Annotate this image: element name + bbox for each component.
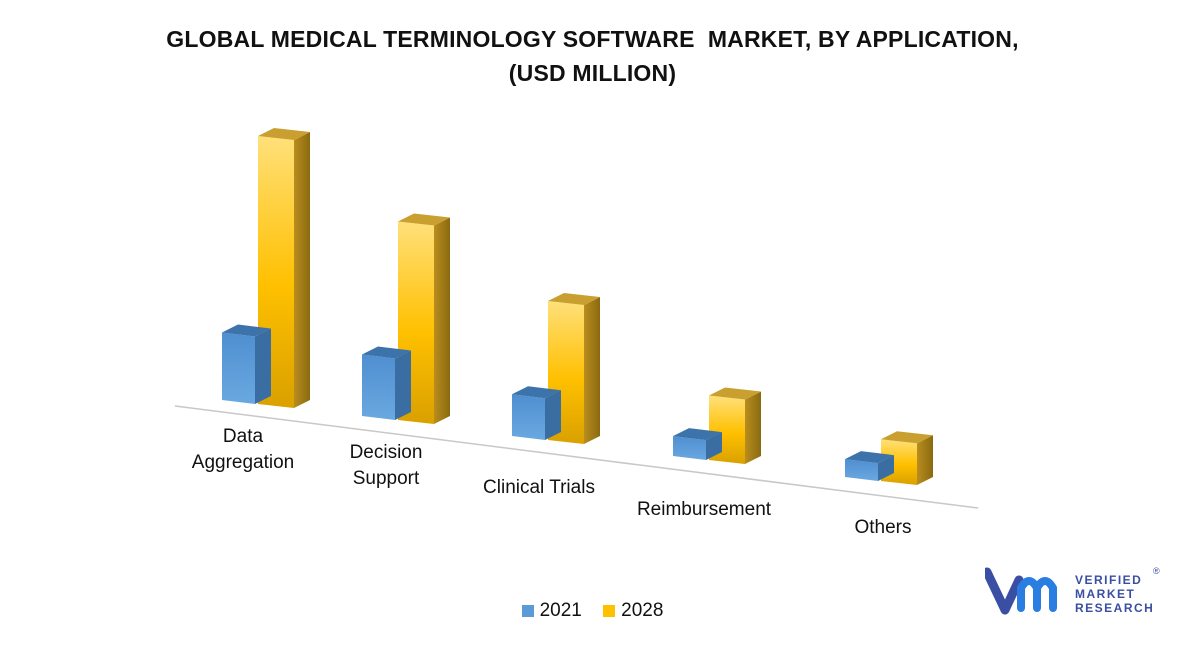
bar-2021-4 bbox=[845, 451, 894, 481]
bar-front bbox=[512, 394, 545, 440]
bar-top bbox=[548, 293, 600, 306]
bar-side bbox=[584, 297, 600, 444]
category-label-1: Decision Support bbox=[350, 442, 423, 489]
bar-2021-0 bbox=[222, 324, 271, 404]
chart-title-line-1: GLOBAL MEDICAL TERMINOLOGY SOFTWARE MARK… bbox=[166, 26, 1019, 52]
chart-title-line-2: (USD MILLION) bbox=[508, 60, 677, 86]
logo-line-3: RESEARCH bbox=[1075, 601, 1155, 615]
bar-front bbox=[673, 436, 706, 460]
bar-side bbox=[255, 328, 271, 404]
bar-top bbox=[673, 428, 722, 441]
bar-top bbox=[398, 213, 450, 226]
bar-2021-1 bbox=[362, 346, 411, 420]
category-label-3: Reimbursement bbox=[637, 499, 772, 520]
bar-top bbox=[258, 128, 310, 140]
category-label-2: Clinical Trials bbox=[483, 477, 595, 498]
bar-side bbox=[745, 391, 761, 464]
registered-mark: ® bbox=[1153, 566, 1160, 576]
legend-swatch-2021 bbox=[521, 605, 534, 617]
x-axis-floor bbox=[174, 405, 979, 509]
bar-top bbox=[709, 387, 761, 400]
bar-top bbox=[362, 346, 411, 359]
bar-2021-3 bbox=[673, 428, 722, 460]
logo-text: VERIFIED MARKET RESEARCH bbox=[1075, 573, 1154, 615]
bar-side bbox=[706, 432, 722, 460]
bar-side bbox=[545, 390, 561, 440]
category-label-4: Others bbox=[854, 517, 911, 538]
legend-label-2021: 2021 bbox=[539, 600, 582, 621]
category-label-0: Data Aggregation bbox=[192, 426, 294, 473]
bar-side bbox=[917, 435, 933, 485]
bar-front bbox=[222, 332, 255, 404]
bar-top bbox=[845, 451, 894, 464]
bar-side bbox=[878, 455, 894, 481]
vmr-logo-icon bbox=[982, 567, 1057, 615]
legend-item-2028: 2028 bbox=[603, 600, 663, 622]
logo-line-2: MARKET bbox=[1075, 587, 1136, 601]
bar-top bbox=[512, 386, 561, 399]
bar-front bbox=[362, 354, 395, 420]
bar-2028-2 bbox=[548, 293, 600, 444]
bar-2021-2 bbox=[512, 386, 561, 440]
legend-item-2021: 2021 bbox=[521, 600, 582, 622]
bar-top bbox=[222, 324, 271, 337]
legend-label-2028: 2028 bbox=[621, 600, 664, 621]
bar-side bbox=[434, 217, 450, 424]
bar-top bbox=[881, 431, 933, 444]
bar-front bbox=[845, 459, 878, 481]
bars-group bbox=[222, 128, 933, 485]
legend-swatch-2028 bbox=[603, 605, 616, 617]
bar-side bbox=[395, 350, 411, 420]
legend: 2021 2028 bbox=[0, 600, 1185, 623]
category-labels-group: Data Aggregation Decision Support Clinical T… bbox=[192, 426, 912, 538]
chart-title: GLOBAL MEDICAL TERMINOLOGY SOFTWARE MARK… bbox=[0, 22, 1185, 90]
bar-side bbox=[294, 132, 310, 408]
logo-line-1: VERIFIED bbox=[1075, 573, 1143, 587]
vmr-logo: VERIFIED MARKET RESEARCH ® bbox=[982, 566, 1165, 616]
